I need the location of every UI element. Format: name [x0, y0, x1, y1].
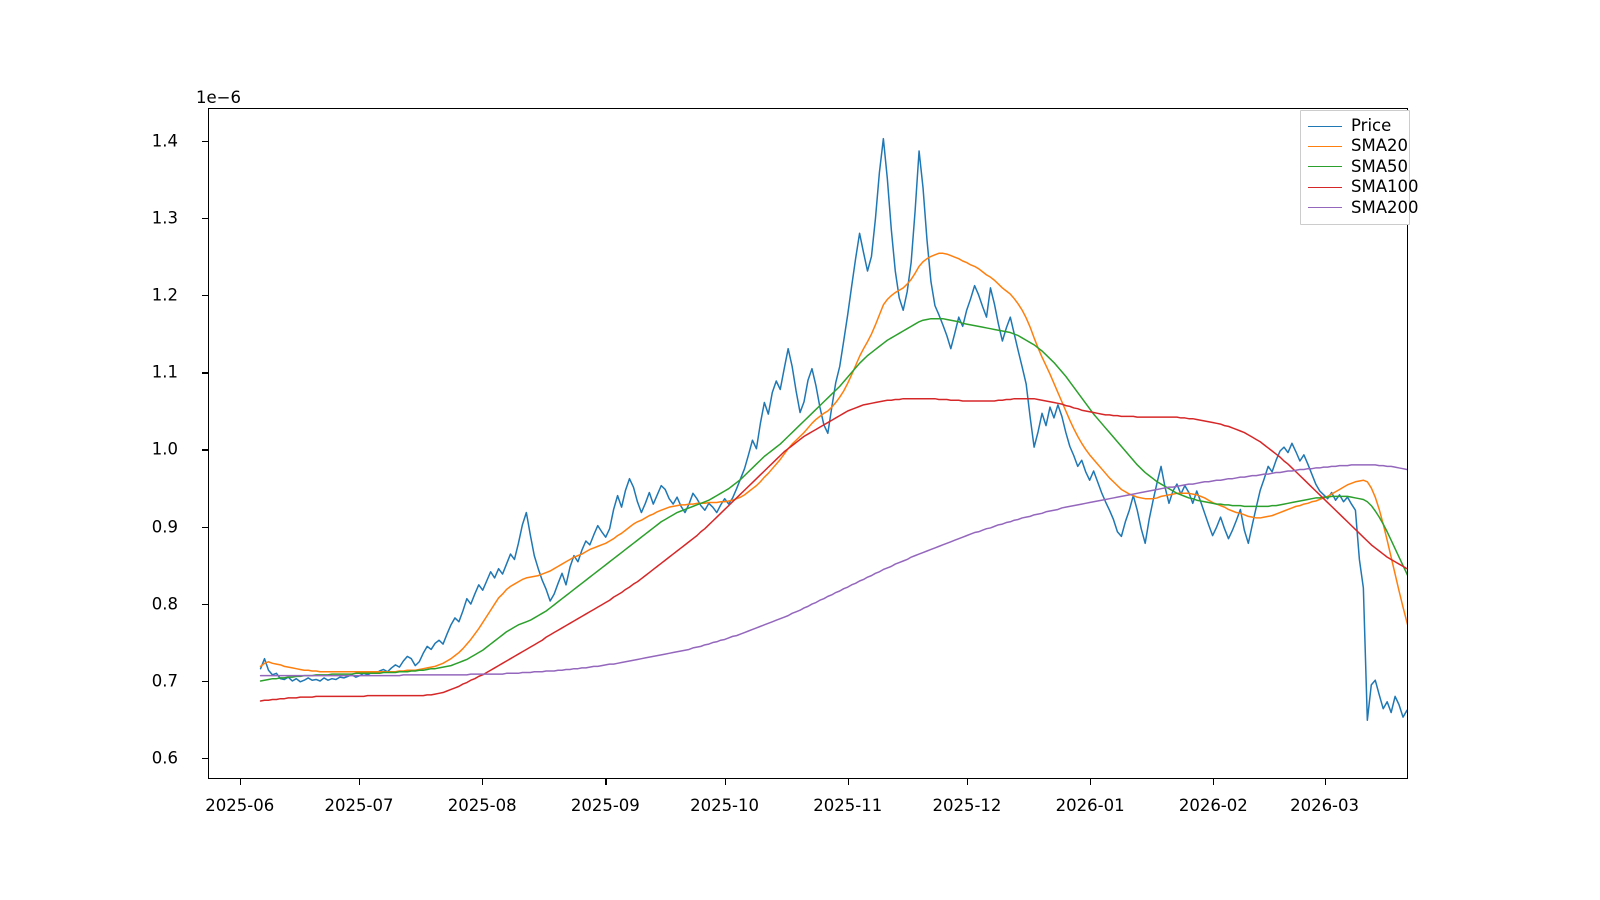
x-tick-label: 2026-02: [1178, 796, 1248, 815]
y-tick-mark: [202, 449, 208, 451]
legend-swatch-sma100: [1308, 186, 1342, 188]
y-tick-label: 0.6: [151, 748, 178, 768]
x-tick-mark: [605, 779, 607, 785]
x-tick-label: 2025-10: [690, 796, 760, 815]
series-line-sma20: [261, 253, 1407, 708]
y-tick-mark: [202, 140, 208, 143]
series-lines: [209, 109, 1407, 778]
y-tick-label: 1.3: [151, 208, 178, 228]
y-tick-label: 0.9: [151, 517, 178, 537]
y-tick-mark: [202, 603, 208, 605]
y-tick-label: 0.7: [151, 671, 178, 691]
series-line-price: [261, 139, 1407, 743]
legend-swatch-price: [1308, 125, 1342, 127]
x-tick-label: 2026-01: [1055, 796, 1125, 815]
x-tick-mark: [724, 779, 726, 785]
x-tick-label: 2025-07: [324, 796, 394, 815]
x-tick-label: 2025-09: [570, 796, 640, 815]
x-tick-label: 2026-03: [1290, 796, 1360, 815]
y-tick-mark: [202, 680, 208, 683]
x-tick-mark: [1213, 779, 1215, 785]
legend-swatch-sma20: [1308, 146, 1342, 148]
y-tick-label: 1.4: [151, 131, 178, 151]
y-tick-label: 0.8: [151, 594, 178, 614]
legend-label: Price: [1351, 115, 1392, 135]
y-tick-label: 1.2: [151, 285, 178, 305]
x-tick-mark: [1090, 779, 1092, 785]
x-tick-label: 2025-11: [813, 796, 883, 815]
legend-label: SMA200: [1351, 197, 1419, 217]
y-axis-offset-text: 1e−6: [196, 88, 241, 107]
x-tick-mark: [1324, 779, 1326, 785]
chart-legend: Price SMA20 SMA50 SMA100 SMA200: [1300, 110, 1419, 225]
legend-label: SMA50: [1351, 156, 1408, 176]
y-tick-mark: [202, 295, 208, 297]
x-tick-mark: [358, 779, 361, 785]
y-tick-label: 1.0: [151, 439, 178, 459]
y-tick-mark: [202, 526, 208, 528]
y-tick-mark: [202, 372, 208, 374]
y-tick-mark: [202, 218, 208, 220]
series-line-sma50: [261, 319, 1407, 681]
x-tick-label: 2025-12: [932, 796, 1002, 815]
x-tick-label: 2025-06: [205, 796, 275, 815]
x-tick-mark: [482, 779, 484, 785]
legend-item-sma20[interactable]: SMA20: [1308, 136, 1408, 156]
y-tick-label: 1.1: [151, 362, 178, 382]
series-line-sma200: [261, 465, 1407, 676]
x-tick-mark: [847, 779, 849, 785]
plot-axes: [208, 108, 1408, 779]
legend-item-sma100[interactable]: SMA100: [1308, 177, 1419, 197]
legend-item-price[interactable]: Price: [1308, 116, 1402, 136]
legend-swatch-sma50: [1308, 166, 1342, 168]
x-tick-mark: [239, 779, 241, 785]
legend-item-sma50[interactable]: SMA50: [1308, 157, 1408, 177]
legend-label: SMA20: [1351, 136, 1408, 156]
legend-swatch-sma200: [1308, 207, 1342, 209]
series-line-sma100: [261, 399, 1407, 701]
y-tick-mark: [202, 758, 208, 760]
x-tick-mark: [966, 779, 969, 785]
x-tick-label: 2025-08: [447, 796, 517, 815]
legend-label: SMA100: [1351, 177, 1419, 197]
legend-item-sma200[interactable]: SMA200: [1308, 198, 1419, 218]
y-axis-tick-labels: 0.6 0.7 0.8 0.9 1.0 1.1 1.2 1.3 1.4: [0, 0, 192, 900]
